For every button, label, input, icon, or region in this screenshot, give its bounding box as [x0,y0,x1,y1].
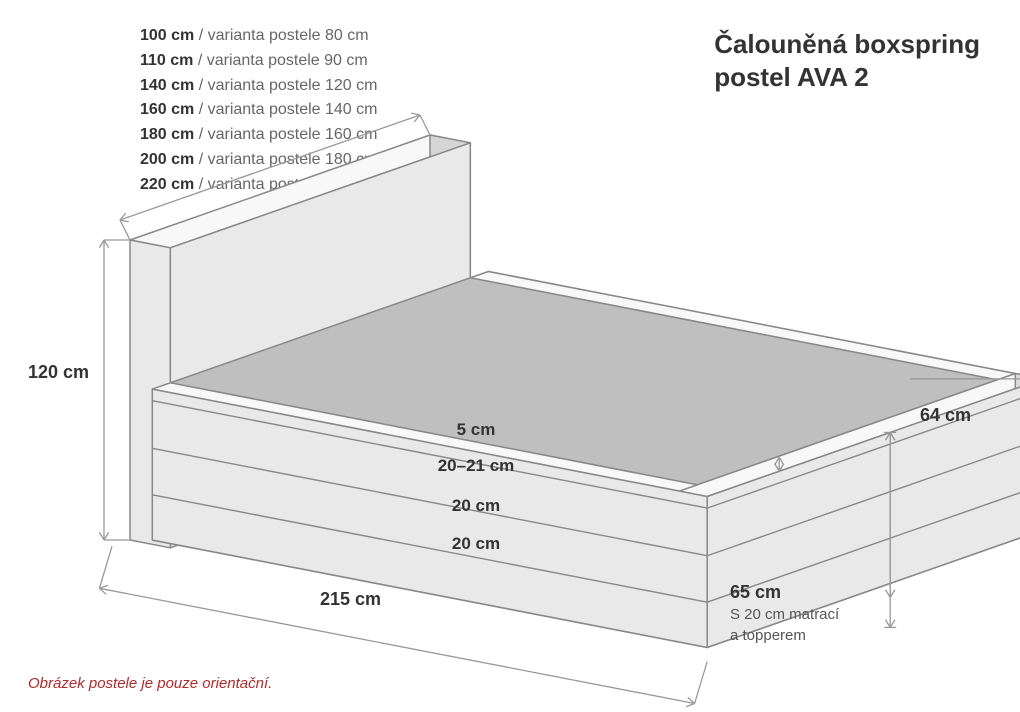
dim-side-height: 64 cm [920,405,971,426]
footnote: Obrázek postele je pouze orientační. [28,675,272,692]
dim-seat-sub: S 20 cm matrací a topperem [730,606,839,644]
dim-seat-height: 65 cm S 20 cm matrací a topperem [730,582,839,645]
bed-diagram [0,0,1020,712]
dim-depth: 215 cm [320,589,381,610]
layer-topper: 5 cm [426,420,526,440]
layer-box2: 20 cm [426,534,526,554]
layer-mattress: 20–21 cm [426,456,526,476]
layer-box1: 20 cm [426,496,526,516]
dim-headboard-height: 120 cm [28,362,89,383]
